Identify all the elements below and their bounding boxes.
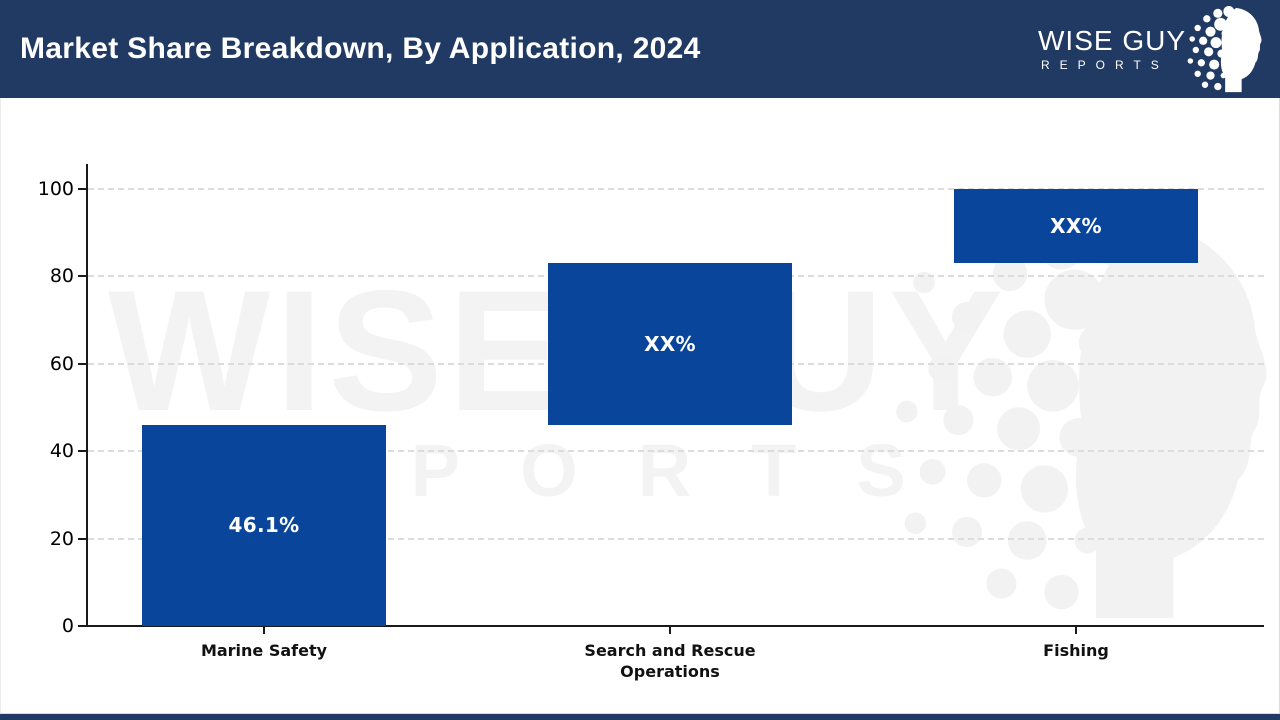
y-axis-tick-label: 60 [49,352,74,375]
x-category-label: Search and Rescue Operations [500,640,840,682]
x-axis-line [86,625,1264,627]
wise-guy-reports-logo: WISE GUY REPORTS [1037,5,1262,93]
y-axis-tick [78,362,88,365]
x-category-label: Marine Safety [94,640,434,661]
logo-head-icon [1187,5,1262,92]
header-bar: Market Share Breakdown, By Application, … [0,0,1280,98]
x-category-label-line: Fishing [1043,641,1109,660]
x-category-label: Fishing [906,640,1246,661]
bar-segment: XX% [954,189,1198,264]
bar-segment: 46.1% [142,424,386,626]
y-axis-tick [78,537,88,540]
bar-segment: XX% [548,263,792,425]
x-axis-tick [1075,626,1077,634]
gridline [88,450,1264,453]
y-axis-tick-label: 0 [61,615,74,637]
bar-value-label: XX% [1050,214,1102,239]
y-axis-tick [78,188,88,190]
y-axis-tick [78,275,88,278]
x-category-label-line: Search and Rescue [584,641,756,660]
gridline [88,537,1264,540]
x-category-label-line: Marine Safety [200,641,328,660]
y-axis-line [86,164,88,627]
x-axis-tick [669,626,671,634]
footer-bar [0,714,1280,720]
y-axis-tick-label: 80 [49,265,74,288]
y-axis-tick [78,450,88,453]
y-axis-tick-label: 100 [37,178,74,200]
y-axis-tick [78,625,88,627]
y-axis-tick-label: 40 [49,440,74,463]
logo-text: WISE GUY REPORTS [1037,25,1186,73]
x-category-label-line: Operations [620,662,720,681]
y-axis-tick-label: 20 [49,527,74,550]
logo-reports-text: REPORTS [1040,58,1169,72]
gridline [88,188,1264,190]
x-axis-tick [263,626,265,634]
bar-value-label: 46.1% [228,513,300,538]
page-title: Market Share Breakdown, By Application, … [20,32,701,65]
logo-wiseguy-text: WISE GUY [1037,25,1186,56]
bar-value-label: XX% [644,331,696,356]
